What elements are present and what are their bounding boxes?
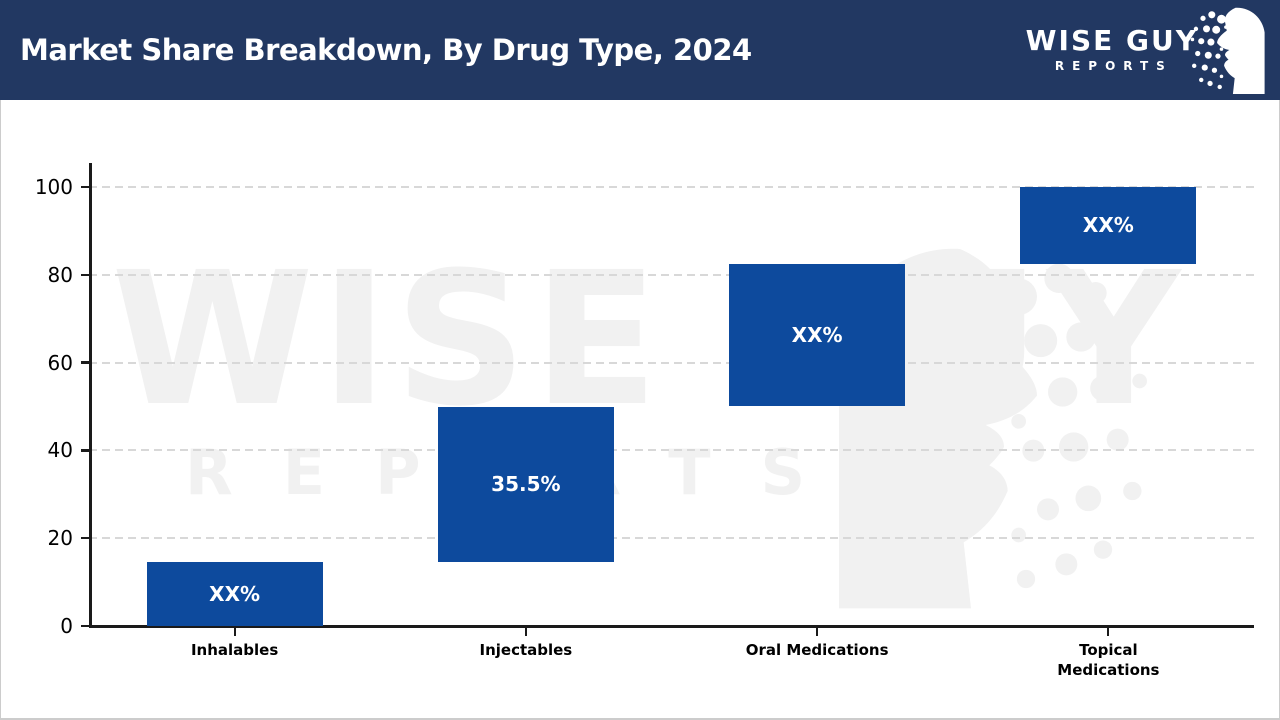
gridline-80: [89, 273, 1254, 276]
bar-value-label-inhalables: XX%: [209, 582, 261, 607]
y-tick-label-20: 20: [47, 526, 73, 551]
chart-canvas: WISE GUY REPORTS 020406080100XX%Inhalabl…: [0, 100, 1280, 720]
x-axis-label-oral-medications: Oral Medications: [745, 641, 889, 659]
bar-oral-medications: XX%: [729, 263, 906, 407]
gridline-100: [89, 186, 1254, 188]
y-tick-mark-60: [81, 361, 89, 364]
dotted-head-icon: [1190, 7, 1265, 94]
bar-value-label-oral-medications: XX%: [791, 323, 843, 348]
chart-title: Market Share Breakdown, By Drug Type, 20…: [20, 33, 752, 67]
y-tick-mark-0: [81, 624, 89, 628]
x-tick-mark-inhalables: [233, 628, 236, 636]
plot-area: 0 20 40 60 80 100 XX% Inhalables 35.5% Injectable…: [1, 100, 1279, 718]
y-tick-label-40: 40: [47, 438, 73, 463]
bar-value-label-topical-medications: XX%: [1082, 213, 1134, 238]
x-tick-mark-injectables: [524, 628, 527, 636]
x-axis-label-topical-medications: Topical Medications: [1057, 641, 1160, 680]
bar-injectables: 35.5%: [437, 406, 614, 563]
x-axis-label-injectables: Injectables: [479, 641, 573, 659]
bar-inhalables: XX%: [146, 562, 323, 626]
x-tick-mark-topical-medications: [1107, 628, 1110, 636]
y-tick-mark-40: [81, 449, 89, 452]
y-tick-label-0: 0: [60, 614, 73, 638]
logo-text: WISE GUY REPORTS: [1025, 24, 1198, 74]
x-tick-mark-oral-medications: [816, 628, 819, 636]
bar-value-label-injectables: 35.5%: [491, 472, 561, 497]
gridline-20: [89, 537, 1254, 540]
logo-brand-subtitle: REPORTS: [1054, 59, 1173, 73]
header-banner: Market Share Breakdown, By Drug Type, 20…: [0, 0, 1280, 100]
gridline-60: [89, 361, 1254, 364]
x-axis-spine: [89, 625, 1254, 628]
y-tick-mark-20: [81, 536, 89, 540]
y-tick-label-100: 100: [34, 175, 73, 199]
x-axis-label-inhalables: Inhalables: [190, 641, 279, 659]
logo-brand-name: WISE GUY: [1025, 24, 1198, 57]
gridline-40: [89, 449, 1254, 452]
y-axis-spine: [89, 163, 92, 628]
wise-guy-reports-logo: WISE GUY REPORTS: [1026, 6, 1266, 94]
bar-topical-medications: XX%: [1020, 187, 1197, 264]
y-tick-mark-100: [81, 185, 89, 189]
y-tick-label-60: 60: [47, 350, 73, 375]
y-tick-mark-80: [81, 273, 89, 277]
y-tick-label-80: 80: [47, 262, 73, 287]
